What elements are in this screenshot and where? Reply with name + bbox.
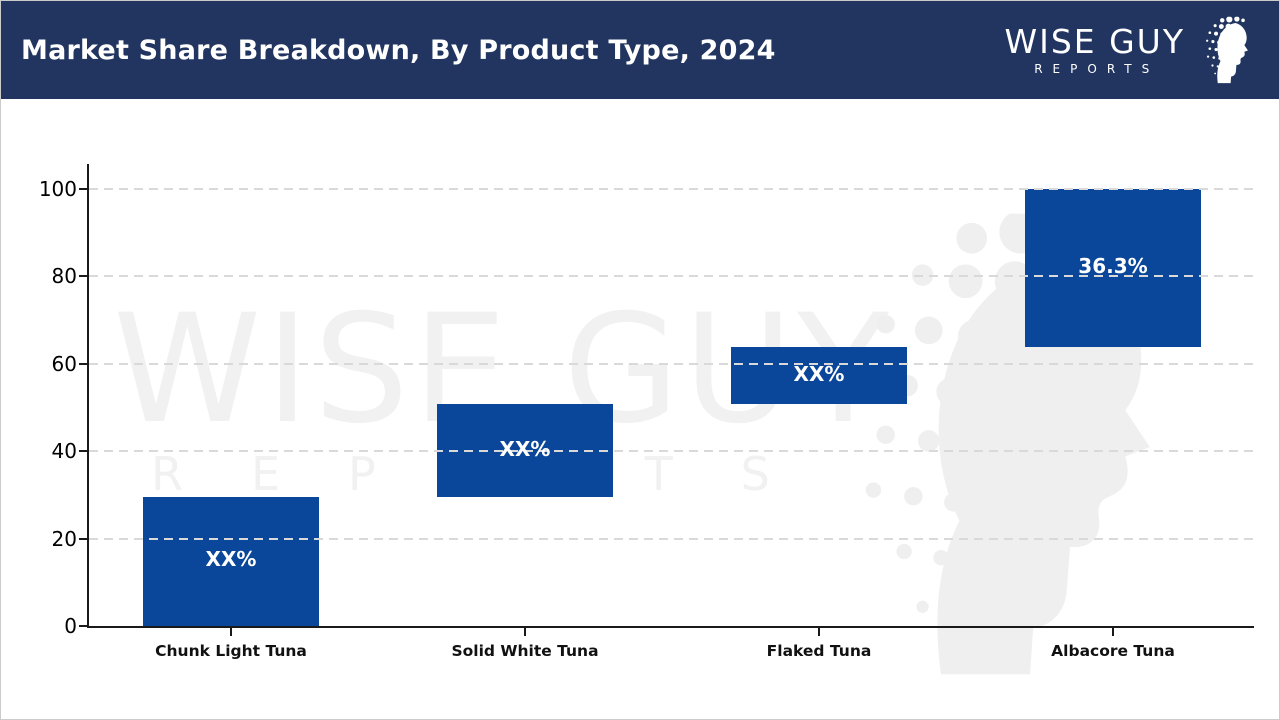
y-tick-0 — [79, 625, 87, 627]
x-tick-3 — [1112, 628, 1114, 636]
x-tick-2 — [818, 628, 820, 636]
logo-text: WISE GUY REPORTS — [1004, 25, 1185, 76]
x-tick-label-2: Flaked Tuna — [766, 642, 872, 660]
x-tick-label-0: Chunk Light Tuna — [155, 642, 307, 660]
gridline-y60 — [89, 362, 1254, 365]
y-tick-label-80: 80 — [51, 264, 77, 288]
y-tick-label-60: 60 — [51, 351, 77, 376]
bar-value-label-2: XX% — [793, 361, 845, 386]
y-tick-80 — [79, 275, 87, 277]
y-tick-60 — [79, 362, 87, 365]
x-tick-0 — [230, 628, 232, 636]
x-tick-1 — [524, 628, 526, 636]
y-tick-label-40: 40 — [51, 439, 77, 463]
x-tick-label-3: Albacore Tuna — [1051, 642, 1175, 660]
logo-face-icon — [1193, 14, 1255, 86]
y-tick-40 — [79, 450, 87, 452]
logo-subtext: REPORTS — [1034, 61, 1160, 76]
y-tick-20 — [79, 537, 87, 540]
y-tick-label-20: 20 — [51, 526, 77, 551]
y-tick-label-0: 0 — [64, 614, 77, 638]
logo-wordmark: WISE GUY — [1004, 21, 1185, 61]
gridline-y40 — [89, 450, 1254, 452]
gridline-y20 — [89, 537, 1254, 540]
x-tick-label-1: Solid White Tuna — [451, 642, 599, 660]
y-axis-spine — [87, 164, 89, 628]
bar-value-label-3: 36.3% — [1078, 253, 1148, 278]
gridline-y80 — [89, 275, 1254, 277]
bar-0 — [143, 496, 319, 626]
y-tick-label-100: 100 — [38, 176, 77, 201]
bar-value-label-0: XX% — [205, 547, 257, 572]
bar-value-label-1: XX% — [499, 436, 551, 461]
header-bar: Market Share Breakdown, By Product Type,… — [1, 1, 1279, 99]
gridline-y100 — [89, 187, 1254, 190]
bar-2 — [731, 347, 907, 405]
y-tick-100 — [79, 187, 87, 190]
wise-guy-logo: WISE GUY REPORTS — [1004, 14, 1255, 86]
x-axis-spine — [87, 626, 1254, 628]
page-title: Market Share Breakdown, By Product Type,… — [21, 34, 776, 66]
bar-3 — [1025, 188, 1201, 348]
